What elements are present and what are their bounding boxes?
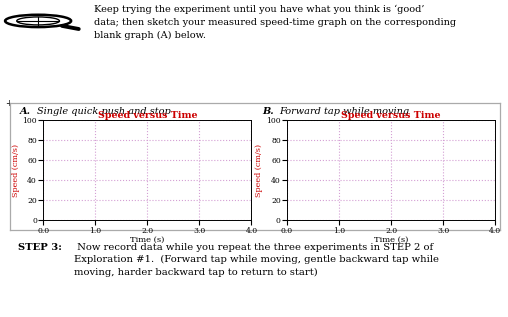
Text: STEP 3:: STEP 3:: [18, 243, 61, 252]
Text: Keep trying the experiment until you have what you think is ‘good’
data; then sk: Keep trying the experiment until you hav…: [94, 5, 456, 40]
Title: Speed versus Time: Speed versus Time: [98, 111, 197, 120]
Text: A.: A.: [20, 107, 31, 116]
Text: Forward tap while moving: Forward tap while moving: [279, 107, 409, 116]
Circle shape: [17, 17, 59, 25]
X-axis label: Time (s): Time (s): [130, 236, 165, 244]
Circle shape: [5, 15, 71, 27]
Text: Single quick push and stop: Single quick push and stop: [37, 107, 171, 116]
Y-axis label: Speed (cm/s): Speed (cm/s): [256, 144, 263, 197]
Text: +: +: [6, 99, 12, 107]
X-axis label: Time (s): Time (s): [374, 236, 408, 244]
Title: Speed versus Time: Speed versus Time: [341, 111, 441, 120]
Text: B.: B.: [263, 107, 274, 116]
Text: Now record data while you repeat the three experiments in STEP 2 of
Exploration : Now record data while you repeat the thr…: [74, 243, 439, 277]
Y-axis label: Speed (cm/s): Speed (cm/s): [12, 144, 19, 197]
